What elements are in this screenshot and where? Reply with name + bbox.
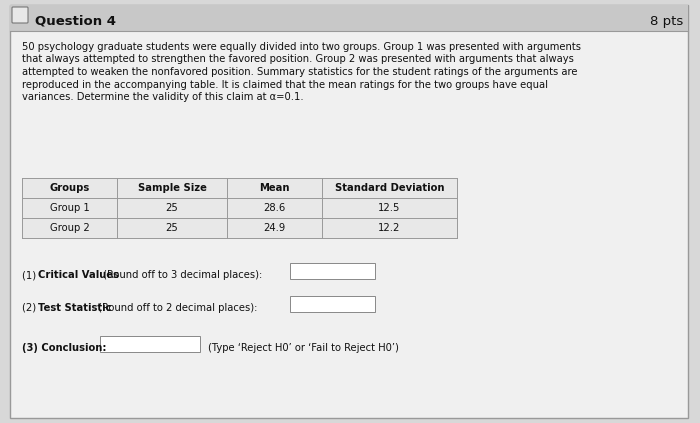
FancyBboxPatch shape [12, 7, 28, 23]
Text: 8 pts: 8 pts [650, 14, 683, 27]
Text: Sample Size: Sample Size [138, 183, 206, 193]
FancyBboxPatch shape [290, 263, 375, 279]
Text: Group 1: Group 1 [50, 203, 90, 213]
Text: that always attempted to strengthen the favored position. Group 2 was presented : that always attempted to strengthen the … [22, 55, 574, 64]
Text: (Round off to 2 decimal places):: (Round off to 2 decimal places): [95, 303, 258, 313]
Text: Test Statistic: Test Statistic [38, 303, 111, 313]
Text: 25: 25 [166, 223, 179, 233]
FancyBboxPatch shape [100, 336, 200, 352]
Text: (3) Conclusion:: (3) Conclusion: [22, 343, 106, 353]
Text: 28.6: 28.6 [263, 203, 286, 213]
Text: Mean: Mean [259, 183, 290, 193]
Text: Question 4: Question 4 [35, 14, 116, 27]
Text: 24.9: 24.9 [263, 223, 286, 233]
Text: (Type ‘Reject H0’ or ‘Fail to Reject H0’): (Type ‘Reject H0’ or ‘Fail to Reject H0’… [208, 343, 399, 353]
Text: attempted to weaken the nonfavored position. Summary statistics for the student : attempted to weaken the nonfavored posit… [22, 67, 578, 77]
Text: reproduced in the accompanying table. It is claimed that the mean ratings for th: reproduced in the accompanying table. It… [22, 80, 548, 90]
Text: Critical Values: Critical Values [38, 270, 119, 280]
FancyBboxPatch shape [22, 178, 457, 238]
Text: variances. Determine the validity of this claim at α=0.1.: variances. Determine the validity of thi… [22, 92, 304, 102]
FancyBboxPatch shape [10, 5, 688, 31]
Text: Groups: Groups [50, 183, 90, 193]
Text: Standard Deviation: Standard Deviation [335, 183, 444, 193]
Text: (Round off to 3 decimal places):: (Round off to 3 decimal places): [100, 270, 262, 280]
FancyBboxPatch shape [10, 5, 688, 418]
Text: 12.5: 12.5 [378, 203, 400, 213]
Text: (1): (1) [22, 270, 39, 280]
Text: (2): (2) [22, 303, 39, 313]
FancyBboxPatch shape [290, 296, 375, 312]
Text: Group 2: Group 2 [50, 223, 90, 233]
Text: 50 psychology graduate students were equally divided into two groups. Group 1 wa: 50 psychology graduate students were equ… [22, 42, 581, 52]
Text: 25: 25 [166, 203, 179, 213]
Text: 12.2: 12.2 [378, 223, 400, 233]
